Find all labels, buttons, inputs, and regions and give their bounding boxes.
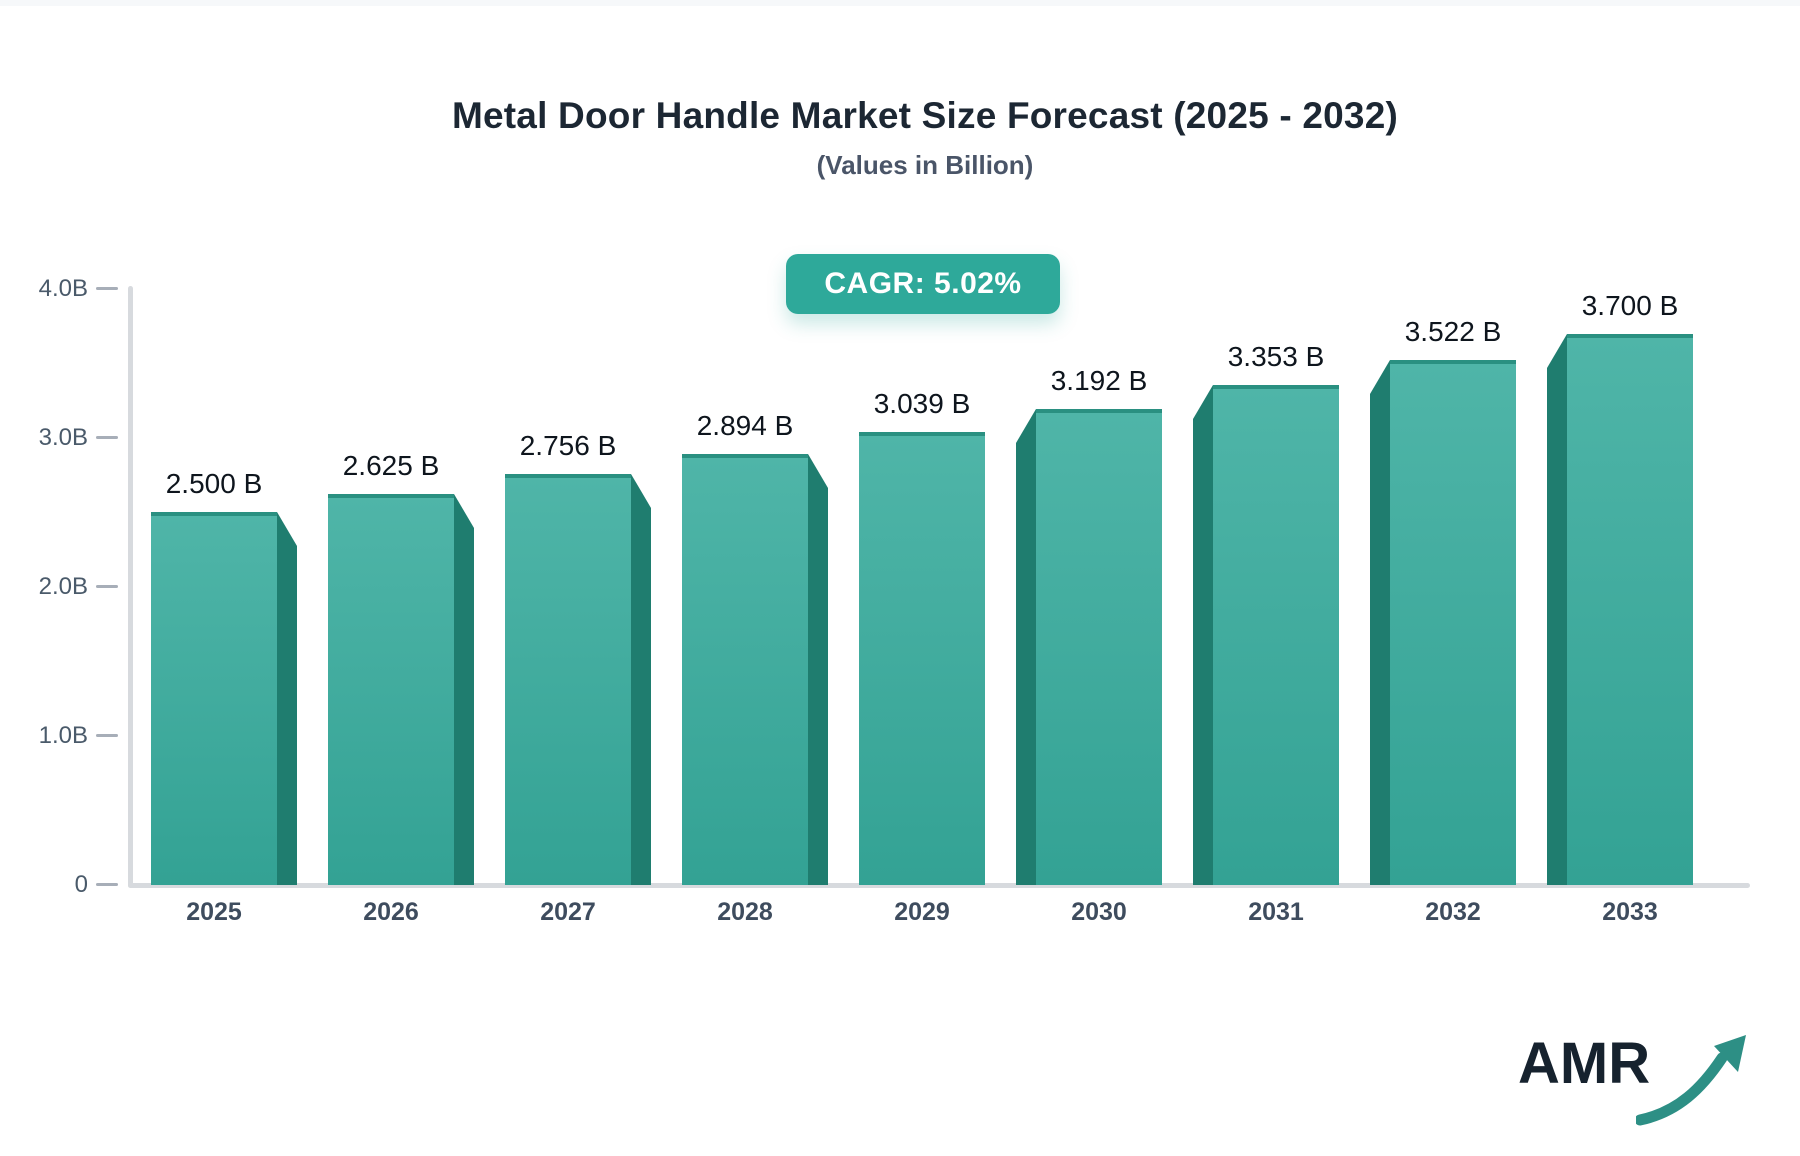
bar (1213, 385, 1339, 885)
bar (859, 432, 985, 885)
bar-value-label: 3.700 B (1581, 290, 1679, 321)
bar-value-label: 2.500 B (165, 468, 263, 499)
x-tick-label: 2028 (717, 898, 773, 926)
y-axis-line (128, 286, 133, 888)
chart-subtitle: (Values in Billion) (816, 150, 1034, 180)
cagr-badge: CAGR: 5.02% (786, 254, 1060, 314)
bar (682, 454, 808, 885)
bar (1036, 409, 1162, 885)
logo-text: AMR (1518, 1031, 1651, 1096)
bar-3d-side (808, 454, 828, 885)
x-tick-label: 2030 (1071, 898, 1127, 926)
growth-arrow-icon (1634, 1032, 1748, 1133)
bar-3d-side (1016, 409, 1036, 885)
bar-3d-side (631, 474, 651, 885)
bar-value-label: 3.353 B (1227, 341, 1325, 372)
chart-title: Metal Door Handle Market Size Forecast (… (451, 95, 1399, 136)
y-tick-label: 3.0B (38, 424, 88, 451)
y-tick-dash (96, 883, 118, 886)
x-tick-label: 2033 (1602, 898, 1658, 926)
bar (505, 474, 631, 885)
x-tick-label: 2029 (894, 898, 950, 926)
bar-value-label: 3.192 B (1050, 365, 1148, 396)
bar-3d-side (1193, 385, 1213, 885)
bar-value-label: 2.625 B (342, 450, 440, 481)
y-tick-label: 2.0B (38, 573, 88, 600)
y-tick-label: 1.0B (38, 722, 88, 749)
amr-logo: AMR (1518, 1032, 1748, 1133)
bar-value-label: 3.522 B (1404, 316, 1502, 347)
y-tick-dash (96, 287, 118, 290)
x-tick-label: 2032 (1425, 898, 1481, 926)
y-tick-dash (96, 585, 118, 588)
bar (1390, 360, 1516, 885)
bar-3d-side (454, 494, 474, 885)
y-tick-dash (96, 734, 118, 737)
bar-3d-side (1547, 334, 1567, 885)
bar-value-label: 2.756 B (519, 430, 617, 461)
x-tick-label: 2027 (540, 898, 596, 926)
bar-3d-side (1370, 360, 1390, 885)
bar-value-label: 2.894 B (696, 410, 794, 441)
x-tick-label: 2025 (186, 898, 242, 926)
bar-value-label: 3.039 B (873, 388, 971, 419)
bar (328, 494, 454, 885)
x-axis-line (128, 883, 1750, 888)
page-top-band (0, 0, 1800, 6)
y-tick-label: 0 (74, 871, 88, 898)
bar (151, 512, 277, 885)
bar-3d-side (277, 512, 297, 885)
x-tick-label: 2026 (363, 898, 419, 926)
bar (1567, 334, 1693, 885)
y-tick-label: 4.0B (38, 275, 88, 302)
y-tick-dash (96, 436, 118, 439)
x-tick-label: 2031 (1248, 898, 1304, 926)
